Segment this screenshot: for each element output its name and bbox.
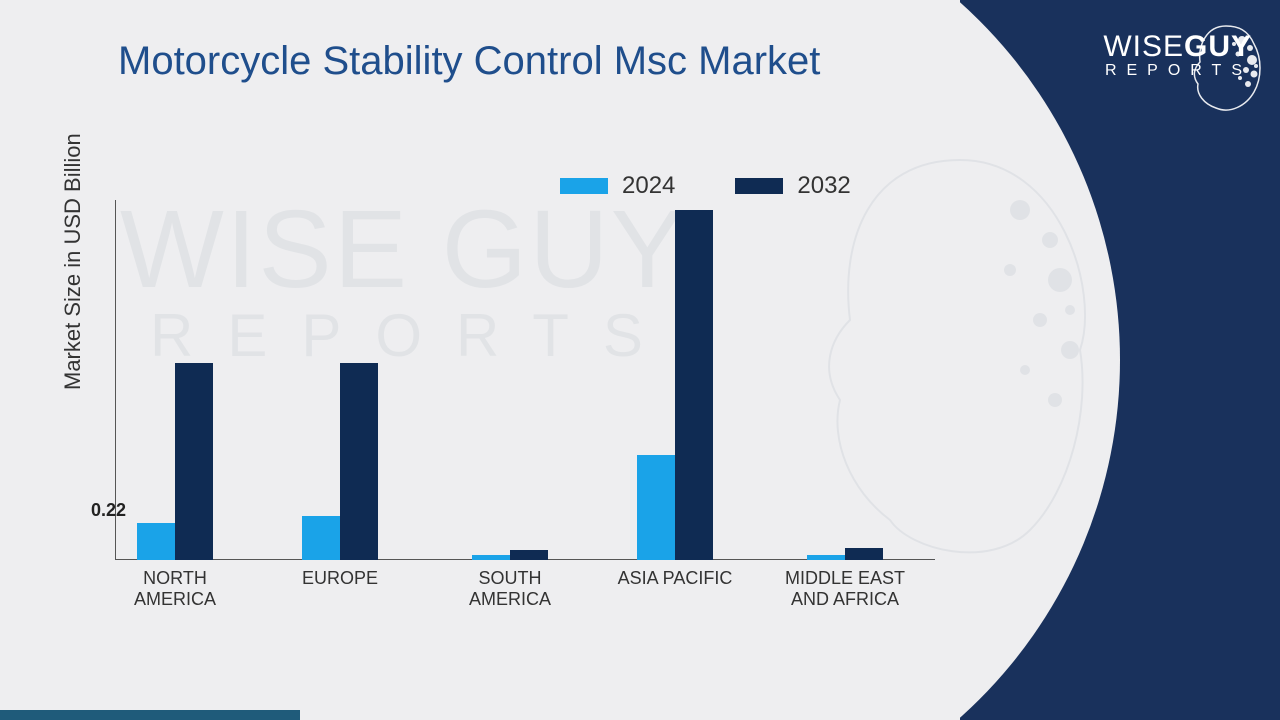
bar [175, 363, 213, 560]
bar [637, 455, 675, 560]
category-label: SOUTH AMERICA [440, 568, 580, 609]
chart-title: Motorcycle Stability Control Msc Market [118, 38, 820, 84]
brand-name: WISEGUY [1103, 30, 1252, 64]
bar [302, 516, 340, 560]
legend-swatch-2032 [735, 178, 783, 194]
category-label: ASIA PACIFIC [605, 568, 745, 589]
bar-group: EUROPE [302, 363, 378, 560]
bar [472, 555, 510, 560]
category-label: MIDDLE EAST AND AFRICA [775, 568, 915, 609]
bar-group: SOUTH AMERICA [472, 550, 548, 560]
bar [137, 523, 175, 560]
legend: 2024 2032 [560, 172, 851, 200]
category-label: EUROPE [270, 568, 410, 589]
bottom-accent-bar [0, 710, 300, 720]
legend-label-2024: 2024 [622, 172, 675, 200]
brand-subtitle: REPORTS [1103, 62, 1252, 80]
bar-value-label: 0.22 [91, 500, 126, 521]
legend-item-2024: 2024 [560, 172, 675, 200]
bar-group: MIDDLE EAST AND AFRICA [807, 548, 883, 560]
page-canvas: WISE GUY REPORTS Motorcycle Stability Co… [0, 0, 1280, 720]
bar [807, 555, 845, 560]
brand-name-bold: GUY [1184, 30, 1252, 63]
legend-label-2032: 2032 [797, 172, 850, 200]
bar [845, 548, 883, 560]
legend-item-2032: 2032 [735, 172, 850, 200]
bar [510, 550, 548, 560]
bar [675, 210, 713, 560]
bar-group: NORTH AMERICA [137, 363, 213, 560]
category-label: NORTH AMERICA [105, 568, 245, 609]
y-axis-label: Market Size in USD Billion [60, 133, 86, 390]
brand-logo: WISEGUY REPORTS [1103, 30, 1252, 80]
bar [340, 363, 378, 560]
plot-area: NORTH AMERICA EUROPE SOUTH AMERICA ASIA PAC… [115, 200, 935, 560]
legend-swatch-2024 [560, 178, 608, 194]
brand-name-light: WISE [1103, 30, 1184, 63]
bar-group: ASIA PACIFIC [637, 210, 713, 560]
